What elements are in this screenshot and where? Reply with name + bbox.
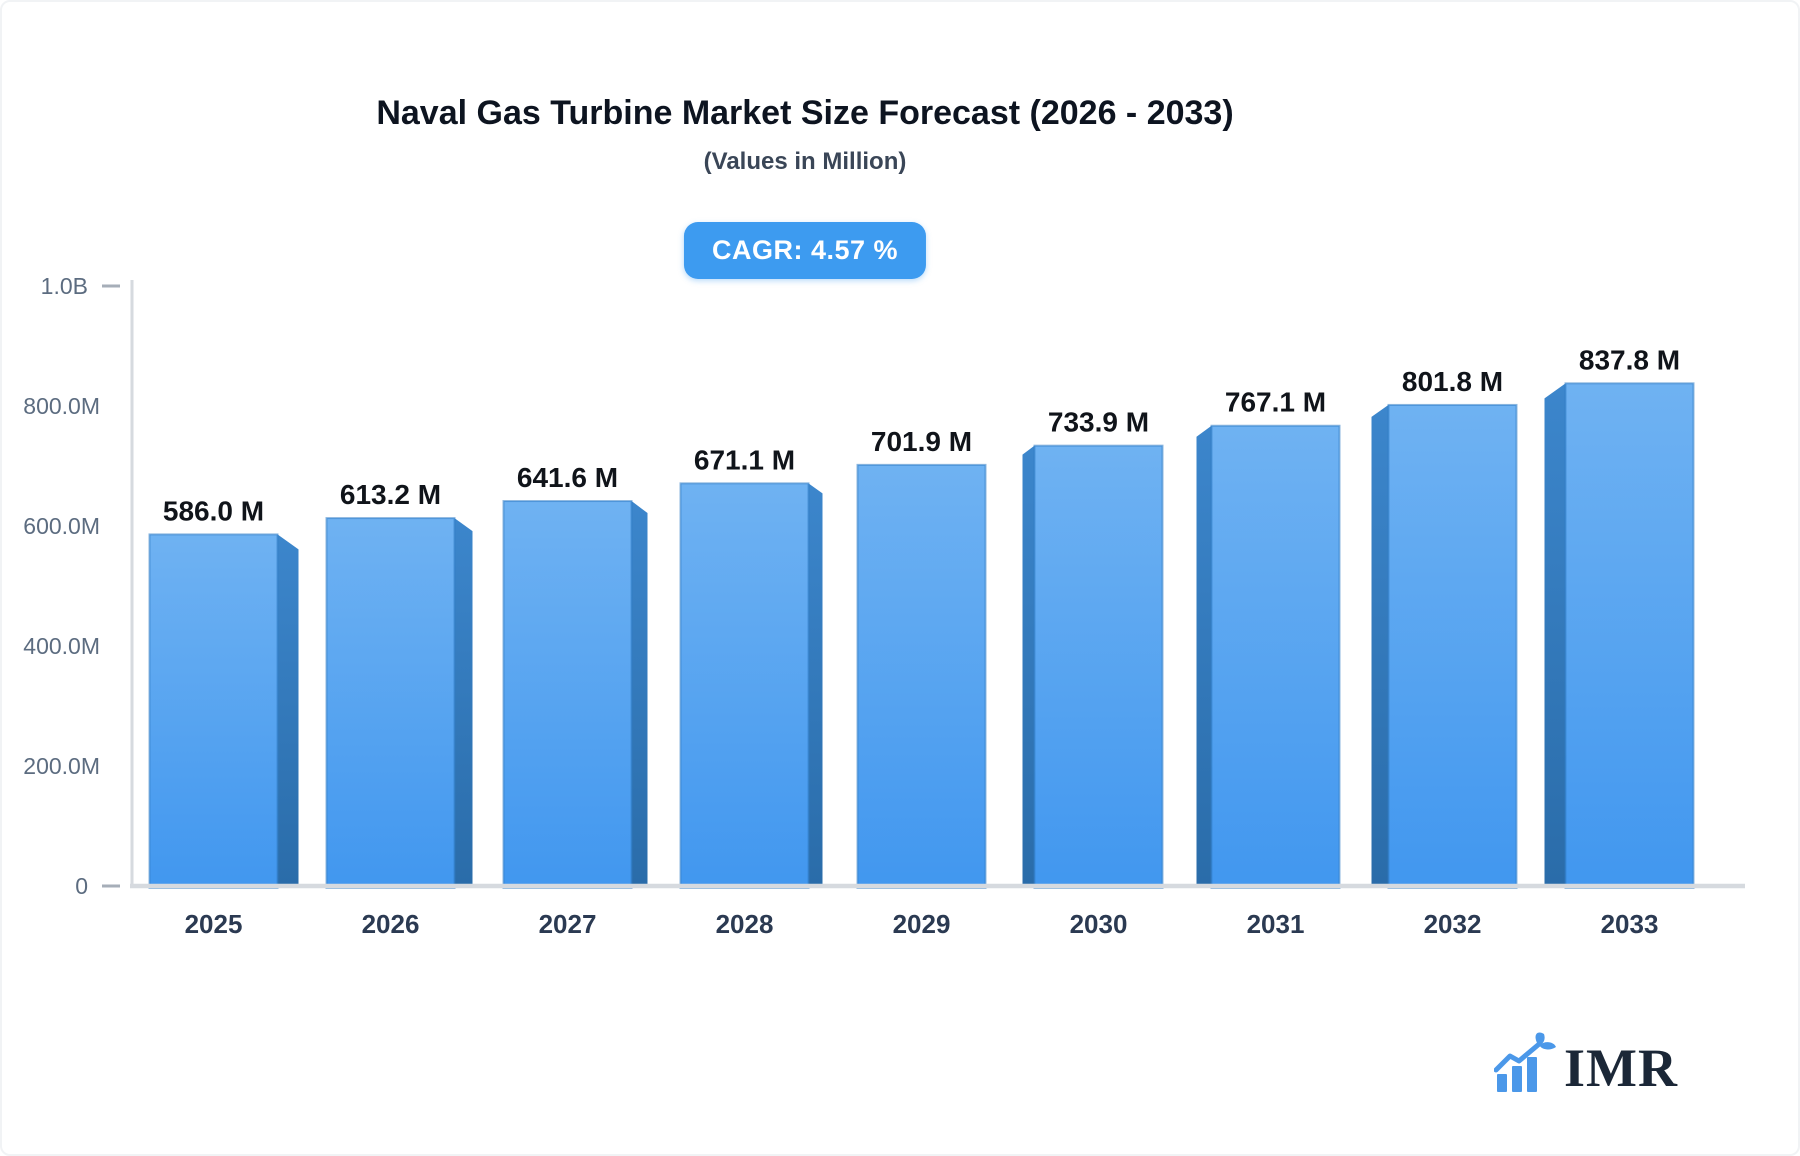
y-axis-label: 200.0M [23,753,100,779]
bar-front-face [1210,424,1341,889]
bar-front-face [325,517,456,890]
bar-side-face [1196,425,1212,888]
x-axis-label-2033: 2033 [1601,909,1659,939]
bar-2027[interactable]: 641.6 M [502,462,648,889]
bar-2028[interactable]: 671.1 M [679,444,823,889]
imr-logo-text: IMR [1564,1037,1678,1098]
x-axis-label-2030: 2030 [1070,909,1128,939]
bar-value-label: 767.1 M [1225,387,1326,418]
bar-side-face [808,483,823,888]
bar-2030[interactable]: 733.9 M [1022,407,1164,889]
bar-value-label: 801.8 M [1402,366,1503,397]
bar-side-face [277,534,299,888]
bar-value-label: 701.9 M [871,426,972,457]
bar-side-face [1544,383,1566,888]
x-axis-label-2028: 2028 [716,909,774,939]
bar-value-label: 641.6 M [517,462,618,493]
bar-2033[interactable]: 837.8 M [1544,344,1695,889]
x-axis-label-2031: 2031 [1247,909,1305,939]
x-axis-label-2029: 2029 [893,909,951,939]
bar-value-label: 613.2 M [340,479,441,510]
y-axis-label: 600.0M [23,513,100,539]
bar-2032[interactable]: 801.8 M [1371,366,1518,889]
bar-front-face [502,500,633,889]
bar-side-face [1022,445,1035,888]
imr-growth-chart-icon [1494,1032,1557,1092]
bar-front-face [1387,403,1518,889]
x-axis-label-2026: 2026 [362,909,420,939]
bar-side-face [631,501,648,888]
bar-front-face [679,482,810,889]
bar-front-face [1033,444,1164,889]
bar-value-label: 837.8 M [1579,344,1680,375]
bar-value-label: 586.0 M [163,495,264,526]
bar-value-label: 671.1 M [694,444,795,475]
bar-2031[interactable]: 767.1 M [1196,387,1341,889]
cagr-badge: CAGR: 4.57 % [683,222,927,279]
bar-2029[interactable]: 701.9 M [856,426,987,889]
y-axis-label: 0 [75,873,88,899]
bar-front-face [1564,382,1695,889]
y-axis-label: 1.0B [41,273,88,299]
bar-side-face [454,518,473,888]
bar-value-label: 733.9 M [1048,407,1149,438]
chart-subtitle: (Values in Million) [703,148,907,175]
bar-2025[interactable]: 586.0 M [148,495,299,890]
bar-front-face [148,533,279,890]
chart-title: Naval Gas Turbine Market Size Forecast (… [376,94,1234,132]
x-axis-label-2025: 2025 [185,909,243,939]
y-axis-label: 800.0M [23,393,100,419]
y-axis-label: 400.0M [23,633,100,659]
bar-side-face [1371,404,1389,888]
bar-front-face [856,463,987,889]
imr-logo: IMR [1494,1032,1678,1098]
x-axis-label-2032: 2032 [1424,909,1482,939]
bar-2026[interactable]: 613.2 M [325,479,473,890]
x-axis-label-2027: 2027 [539,909,597,939]
